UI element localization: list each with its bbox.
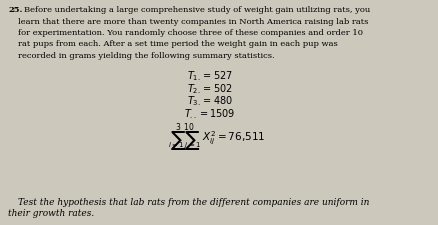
Text: $\sum\sum$: $\sum\sum$ <box>170 128 200 151</box>
Text: $T_{3.} = 480$: $T_{3.} = 480$ <box>187 94 233 108</box>
Text: $T_{1.} = 527$: $T_{1.} = 527$ <box>187 69 233 83</box>
Text: their growth rates.: their growth rates. <box>8 208 94 217</box>
Text: rat pups from each. After a set time period the weight gain in each pup was: rat pups from each. After a set time per… <box>18 40 338 48</box>
Text: $3 \;\; 10$: $3 \;\; 10$ <box>175 120 195 131</box>
Text: learn that there are more than twenty companies in North America raising lab rat: learn that there are more than twenty co… <box>18 17 368 25</box>
Text: $T_{2.} = 502$: $T_{2.} = 502$ <box>187 82 233 95</box>
Text: 25.: 25. <box>8 6 22 14</box>
Text: $i{=}1 \; j{=}1$: $i{=}1 \; j{=}1$ <box>168 140 201 150</box>
Text: $X^2_{ij} = 76{,}511$: $X^2_{ij} = 76{,}511$ <box>202 129 265 146</box>
Text: Test the hypothesis that lab rats from the different companies are uniform in: Test the hypothesis that lab rats from t… <box>18 197 369 206</box>
Text: for experimentation. You randomly choose three of these companies and order 10: for experimentation. You randomly choose… <box>18 29 363 37</box>
Text: recorded in grams yielding the following summary statistics.: recorded in grams yielding the following… <box>18 52 275 60</box>
Text: Before undertaking a large comprehensive study of weight gain utilizing rats, yo: Before undertaking a large comprehensive… <box>24 6 370 14</box>
Text: $T_{..} = 1509$: $T_{..} = 1509$ <box>184 106 236 120</box>
